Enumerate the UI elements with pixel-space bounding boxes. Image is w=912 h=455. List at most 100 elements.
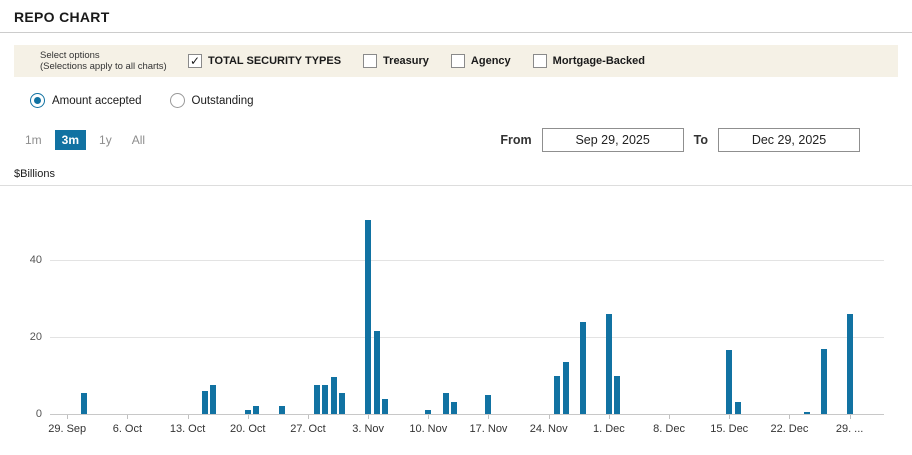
x-axis-tick bbox=[127, 415, 129, 419]
x-axis-tick bbox=[67, 415, 69, 419]
x-axis-label: 6. Oct bbox=[112, 423, 143, 435]
bar-oct-31[interactable] bbox=[339, 392, 346, 414]
bar-oct-28[interactable] bbox=[313, 385, 320, 414]
bar-dec-15[interactable] bbox=[726, 350, 733, 414]
checkbox-label: Treasury bbox=[383, 55, 429, 67]
bar-dec-2[interactable] bbox=[614, 375, 621, 414]
x-axis-tick bbox=[729, 415, 731, 419]
bar-oct-15[interactable] bbox=[201, 390, 208, 414]
x-axis-tick bbox=[669, 415, 671, 419]
x-axis-label: 10. Nov bbox=[409, 423, 448, 435]
x-axis-label: 29. Sep bbox=[48, 423, 87, 435]
x-axis-label: 29. ... bbox=[835, 423, 864, 435]
checkbox-item-total-security-types[interactable]: ✓ TOTAL SECURITY TYPES bbox=[188, 54, 341, 68]
x-axis-label: 8. Dec bbox=[653, 423, 685, 435]
bar-oct-20[interactable] bbox=[244, 410, 251, 414]
x-axis-tick bbox=[247, 415, 249, 419]
to-label: To bbox=[693, 133, 708, 147]
y-gridline bbox=[50, 337, 884, 338]
x-axis-tick bbox=[428, 415, 430, 419]
radio-item-amount-accepted[interactable]: Amount accepted bbox=[30, 93, 142, 108]
x-axis-tick bbox=[187, 415, 189, 419]
checkbox-label: Agency bbox=[470, 55, 511, 67]
chart-divider bbox=[0, 185, 912, 186]
bar-dec-24[interactable] bbox=[803, 412, 810, 414]
range-preset-1y[interactable]: 1y bbox=[99, 133, 112, 147]
y-axis-label: 0 bbox=[35, 408, 42, 420]
x-axis-label: 3. Nov bbox=[352, 423, 385, 435]
range-preset-1m[interactable]: 1m bbox=[25, 133, 42, 147]
bar-nov-4[interactable] bbox=[373, 331, 380, 414]
x-axis-tick bbox=[849, 415, 851, 419]
bar-dec-1[interactable] bbox=[605, 313, 612, 414]
to-date-input[interactable] bbox=[718, 128, 860, 152]
checkbox-item-mortgage-backed[interactable]: Mortgage-Backed bbox=[532, 54, 645, 68]
units-label: $Billions bbox=[14, 168, 55, 180]
x-axis-label: 17. Nov bbox=[469, 423, 508, 435]
x-axis-tick bbox=[548, 415, 550, 419]
radio-label: Amount accepted bbox=[52, 94, 142, 107]
x-axis-label: 1. Dec bbox=[592, 423, 625, 435]
title-divider bbox=[0, 32, 912, 33]
bar-nov-12[interactable] bbox=[442, 392, 449, 414]
preset-group: 1m 3m 1y All bbox=[18, 130, 158, 150]
x-axis-label: 24. Nov bbox=[529, 423, 568, 435]
bar-nov-5[interactable] bbox=[382, 398, 389, 414]
bar-oct-29[interactable] bbox=[322, 385, 329, 414]
x-axis-tick bbox=[608, 415, 610, 419]
checkbox-item-treasury[interactable]: Treasury bbox=[363, 54, 429, 68]
checkbox-checked-icon[interactable]: ✓ bbox=[188, 54, 202, 68]
select-options-label-line2: (Selections apply to all charts) bbox=[40, 61, 167, 72]
x-axis-tick bbox=[488, 415, 490, 419]
bar-dec-29[interactable] bbox=[846, 313, 853, 414]
y-gridline bbox=[50, 260, 884, 261]
bar-nov-26[interactable] bbox=[562, 362, 569, 414]
bar-oct-1[interactable] bbox=[81, 392, 88, 414]
bar-nov-28[interactable] bbox=[580, 321, 587, 414]
checkbox-unchecked-icon[interactable] bbox=[363, 54, 378, 68]
x-axis-label: 27. Oct bbox=[290, 423, 326, 435]
from-date-input[interactable] bbox=[541, 128, 684, 152]
x-axis-tick bbox=[368, 415, 370, 419]
y-axis-label: 40 bbox=[29, 254, 42, 266]
y-gridline bbox=[50, 414, 884, 415]
x-axis-tick bbox=[789, 415, 791, 419]
radio-button-icon[interactable] bbox=[169, 93, 185, 108]
checkbox-group: ✓ TOTAL SECURITY TYPES Treasury Agency Mortg… bbox=[188, 54, 667, 68]
bar-nov-17[interactable] bbox=[485, 394, 492, 414]
select-options-label: Select options (Selections apply to all … bbox=[40, 50, 188, 73]
x-axis-tick bbox=[307, 415, 309, 419]
options-bar: Select options (Selections apply to all … bbox=[14, 45, 898, 77]
chart-area: 0 20 40 29. Sep 6. Oct 13. Oct 20. Oct 27. Oct 3… bbox=[0, 192, 912, 442]
checkbox-item-agency[interactable]: Agency bbox=[450, 54, 511, 68]
range-preset-all[interactable]: All bbox=[131, 133, 146, 147]
from-label: From bbox=[500, 133, 532, 147]
checkbox-label: Mortgage-Backed bbox=[552, 55, 645, 67]
page-title: REPO CHART bbox=[14, 9, 110, 25]
checkbox-label: TOTAL SECURITY TYPES bbox=[208, 55, 342, 67]
radio-item-outstanding[interactable]: Outstanding bbox=[169, 93, 254, 108]
x-axis-label: 20. Oct bbox=[230, 423, 266, 435]
checkbox-unchecked-icon[interactable] bbox=[450, 54, 465, 68]
range-controls: 1m 3m 1y All From To bbox=[18, 128, 860, 152]
bar-oct-16[interactable] bbox=[210, 385, 217, 414]
checkbox-unchecked-icon[interactable] bbox=[532, 54, 547, 68]
radio-button-icon[interactable] bbox=[30, 93, 45, 108]
y-axis-label: 20 bbox=[29, 331, 42, 343]
radio-group: Amount accepted Outstanding bbox=[30, 93, 898, 108]
bar-dec-26[interactable] bbox=[820, 348, 827, 414]
bar-nov-3[interactable] bbox=[365, 219, 372, 414]
x-axis-label: 22. Dec bbox=[770, 423, 809, 435]
bar-oct-24[interactable] bbox=[279, 406, 286, 414]
select-options-label-line1: Select options bbox=[40, 49, 100, 61]
bar-nov-10[interactable] bbox=[425, 410, 432, 414]
range-preset-3m[interactable]: 3m bbox=[54, 130, 87, 150]
bar-nov-13[interactable] bbox=[451, 402, 458, 414]
date-range: From To bbox=[490, 128, 860, 152]
bar-oct-30[interactable] bbox=[330, 377, 337, 414]
bar-dec-16[interactable] bbox=[734, 402, 741, 414]
bar-nov-25[interactable] bbox=[554, 375, 561, 414]
bar-oct-21[interactable] bbox=[253, 406, 260, 414]
radio-label: Outstanding bbox=[191, 94, 254, 107]
